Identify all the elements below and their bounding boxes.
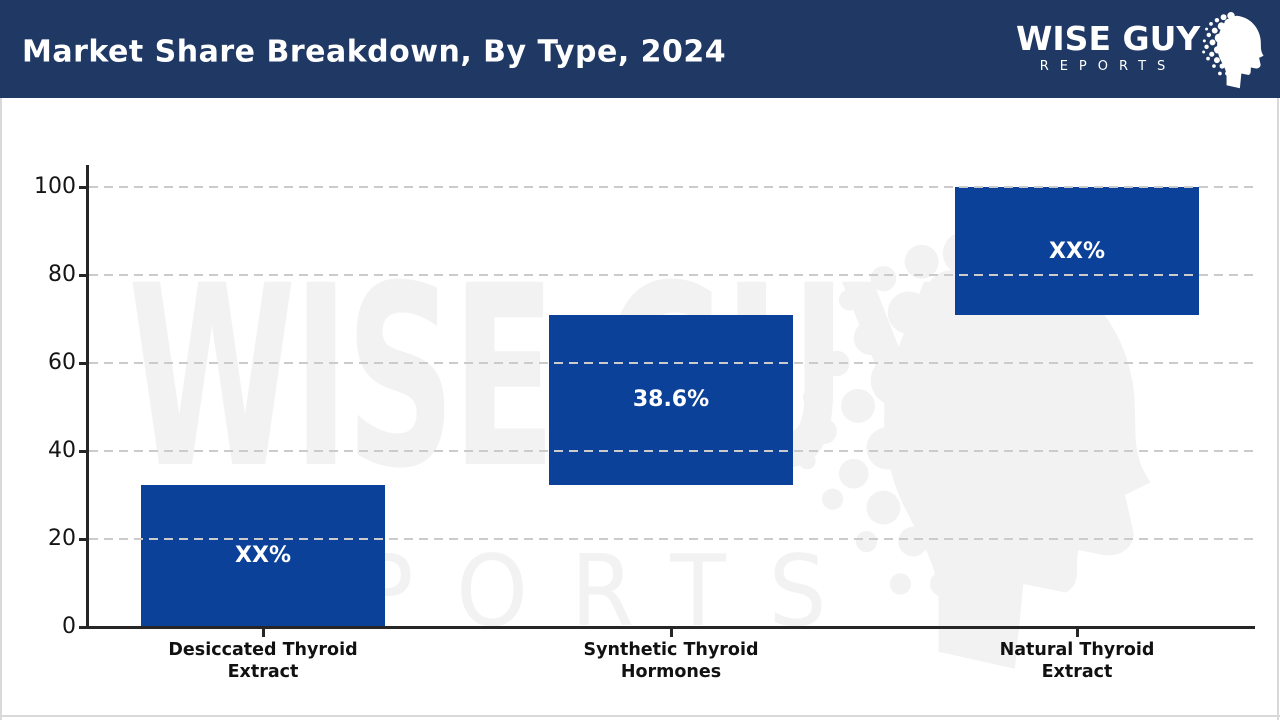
y-tick-label-60: 60 xyxy=(48,350,76,375)
bar-value-label-0: XX% xyxy=(235,543,291,569)
logo-head-icon xyxy=(1194,10,1268,94)
bar-segment-1: 38.6% xyxy=(549,315,793,485)
y-tick-80 xyxy=(79,274,87,277)
y-tick-40 xyxy=(79,450,87,453)
logo-text: WISE GUY REPORTS xyxy=(1016,19,1201,74)
logo-wordmark: WISE GUY xyxy=(1016,19,1201,58)
bar-segment-0: XX% xyxy=(141,484,385,627)
y-tick-label-40: 40 xyxy=(48,438,76,463)
y-tick-100 xyxy=(79,186,87,189)
bar-value-label-2: XX% xyxy=(1049,238,1105,264)
bar-value-label-1: 38.6% xyxy=(632,387,710,413)
watermark-wordmark: WISE GUY xyxy=(128,232,954,523)
page-border-left xyxy=(0,98,2,720)
y-tick-label-100: 100 xyxy=(34,174,76,199)
bar-segment-2: XX% xyxy=(955,187,1199,316)
y-tick-0 xyxy=(79,626,87,629)
gridline-100 xyxy=(89,186,1255,188)
y-axis xyxy=(86,165,89,629)
page-title: Market Share Breakdown, By Type, 2024 xyxy=(22,34,727,70)
wise-guy-logo: WISE GUY REPORTS xyxy=(1016,8,1268,92)
gridline-40 xyxy=(89,450,1255,452)
category-label-1: Synthetic Thyroid Hormones xyxy=(583,640,759,682)
logo-subtitle: REPORTS xyxy=(1039,59,1177,74)
category-label-0: Desiccated Thyroid Extract xyxy=(168,640,358,682)
x-tick-0 xyxy=(262,629,265,637)
y-tick-label-80: 80 xyxy=(48,262,76,287)
y-tick-20 xyxy=(79,538,87,541)
x-axis xyxy=(86,626,1255,629)
page-border-right xyxy=(1277,98,1279,720)
gridline-20 xyxy=(89,538,1255,540)
gridline-60 xyxy=(89,362,1255,364)
y-tick-label-20: 20 xyxy=(48,526,76,551)
page-border-bottom xyxy=(0,715,1280,717)
gridline-80 xyxy=(89,274,1255,276)
header-band: Market Share Breakdown, By Type, 2024 WI… xyxy=(0,0,1280,98)
x-tick-1 xyxy=(670,629,673,637)
y-tick-60 xyxy=(79,362,87,365)
x-tick-2 xyxy=(1076,629,1079,637)
category-label-2: Natural Thyroid Extract xyxy=(999,640,1155,682)
y-tick-label-0: 0 xyxy=(62,614,76,639)
